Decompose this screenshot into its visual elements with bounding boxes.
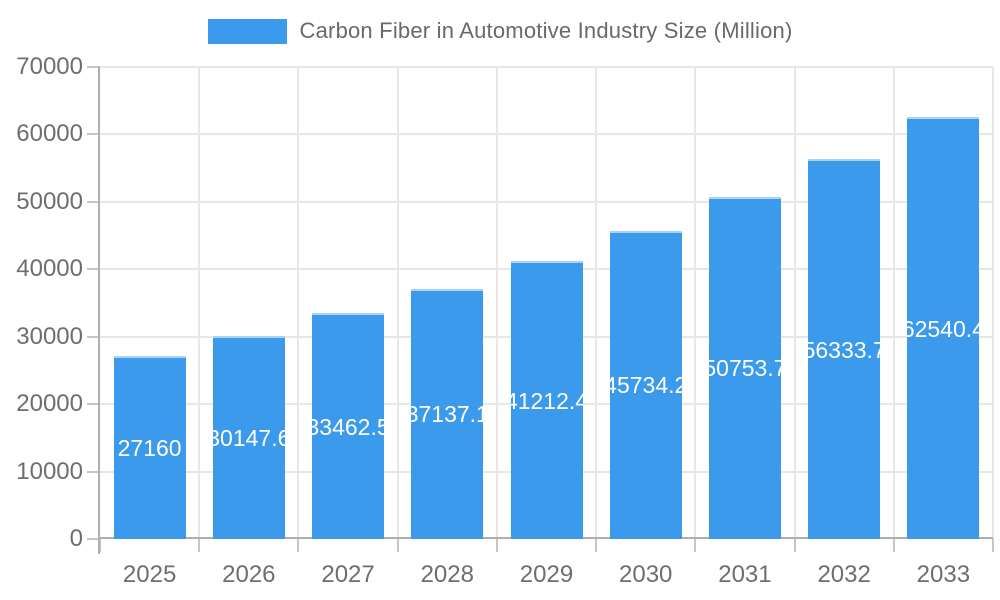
- x-gridline: [396, 67, 399, 539]
- y-tick-mark: [87, 200, 100, 203]
- y-tick-mark: [87, 538, 100, 540]
- y-tick-mark: [87, 470, 100, 473]
- y-tick-label: 50000: [16, 187, 83, 215]
- bar-value-label: 41212.4: [511, 387, 583, 414]
- y-gridline: [100, 133, 993, 136]
- x-gridline: [198, 67, 201, 539]
- bar[interactable]: 30147.6: [212, 335, 285, 539]
- x-gridline: [992, 67, 994, 539]
- bar[interactable]: 50753.7: [708, 196, 781, 539]
- x-tick-label: 2029: [519, 561, 574, 588]
- x-gridline: [694, 67, 697, 539]
- x-gridline: [595, 67, 598, 539]
- bar-value-label: 50753.7: [709, 355, 781, 382]
- y-axis-line: [98, 67, 100, 554]
- y-gridline: [100, 66, 993, 68]
- bar-value-label: 56333.7: [808, 336, 880, 363]
- x-tick-label: 2027: [321, 561, 375, 588]
- y-tick-mark: [87, 133, 100, 136]
- x-gridline: [297, 67, 300, 539]
- x-tick-label: 2026: [222, 561, 276, 588]
- x-tick-mark: [99, 539, 101, 552]
- x-tick-label: 2031: [718, 561, 772, 588]
- bar[interactable]: 56333.7: [808, 159, 881, 539]
- x-tick-mark: [495, 539, 498, 552]
- x-tick-label: 2028: [420, 561, 474, 588]
- legend-swatch: [207, 18, 287, 44]
- y-tick-label: 30000: [16, 322, 83, 350]
- y-tick-label: 60000: [16, 120, 83, 148]
- bar[interactable]: 37137.1: [411, 288, 484, 539]
- x-tick-mark: [793, 539, 796, 552]
- bar[interactable]: 45734.2: [609, 230, 682, 539]
- y-gridline: [100, 200, 993, 203]
- x-tick-label: 2025: [122, 561, 177, 588]
- bar[interactable]: 41212.4: [510, 261, 583, 539]
- x-tick-label: 2032: [817, 561, 871, 588]
- y-tick-label: 20000: [16, 390, 83, 418]
- bar-value-label: 37137.1: [411, 401, 483, 428]
- x-gridline: [892, 67, 895, 539]
- bar-value-label: 27160: [117, 434, 182, 461]
- bar-value-label: 33462.5: [312, 413, 384, 440]
- bar-value-label: 62540.4: [907, 315, 979, 342]
- x-tick-mark: [198, 539, 201, 552]
- legend-label: Carbon Fiber in Automotive Industry Size…: [299, 18, 793, 43]
- x-gridline: [793, 67, 796, 539]
- y-tick-mark: [87, 268, 100, 271]
- bar[interactable]: 62540.4: [907, 117, 980, 539]
- y-tick-label: 0: [69, 525, 83, 552]
- bar-value-label: 45734.2: [610, 372, 682, 399]
- x-tick-mark: [297, 539, 300, 552]
- y-tick-label: 70000: [16, 53, 83, 80]
- x-gridline: [495, 67, 498, 539]
- x-tick-mark: [396, 539, 399, 552]
- x-tick-label: 2030: [619, 561, 673, 588]
- bar-value-label: 30147.6: [213, 424, 285, 451]
- y-tick-mark: [87, 335, 100, 338]
- x-tick-mark: [694, 539, 697, 552]
- y-tick-mark: [87, 403, 100, 406]
- x-tick-mark: [992, 539, 994, 552]
- y-tick-mark: [87, 66, 100, 68]
- y-tick-label: 10000: [16, 457, 83, 485]
- x-tick-mark: [892, 539, 895, 552]
- y-tick-label: 40000: [16, 255, 83, 283]
- legend[interactable]: Carbon Fiber in Automotive Industry Size…: [0, 18, 1000, 44]
- x-tick-mark: [595, 539, 598, 552]
- x-tick-label: 2033: [916, 561, 971, 588]
- bar[interactable]: 33462.5: [312, 313, 385, 539]
- bar[interactable]: 27160: [113, 355, 186, 539]
